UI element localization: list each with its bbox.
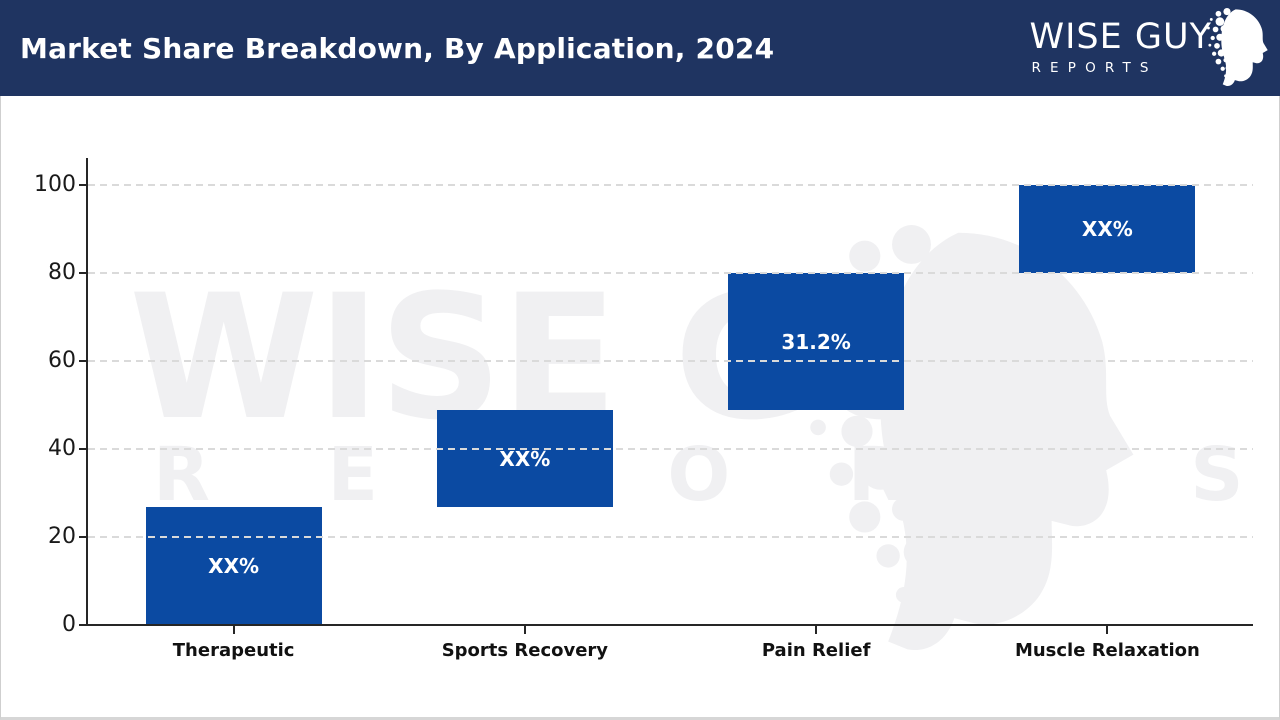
y-tick-label-40: 40 — [48, 436, 76, 461]
x-axis-line — [86, 624, 1253, 626]
x-tick-label-2: Pain Relief — [761, 640, 871, 661]
y-tick-label-60: 60 — [48, 348, 76, 373]
bar-pain-relief: 31.2% — [728, 273, 905, 411]
gridline-20 — [88, 536, 1253, 538]
x-tick-label-1: Sports Recovery — [441, 640, 609, 661]
x-tick-label-3: Muscle Relaxation — [1014, 640, 1200, 661]
bar-muscle-relaxation: XX% — [1019, 185, 1196, 273]
y-tick-mark-80 — [79, 272, 87, 274]
y-tick-mark-20 — [79, 536, 87, 538]
gridline-100 — [88, 184, 1253, 186]
gridline-80 — [88, 272, 1253, 274]
x-tick-mark-2 — [815, 626, 818, 634]
brand-tagline: REPORTS — [1031, 60, 1158, 76]
x-tick-label-0: Therapeutic — [172, 640, 295, 661]
y-tick-label-20: 20 — [48, 524, 76, 549]
bar-value-label: XX% — [499, 446, 551, 471]
bar-value-label: XX% — [1081, 217, 1133, 241]
x-tick-mark-3 — [1106, 626, 1109, 634]
bar-value-label: XX% — [208, 554, 260, 579]
bar-therapeutic: XX% — [145, 507, 322, 625]
page-title: Market Share Breakdown, By Application, … — [20, 31, 775, 65]
wiseguy-head-icon — [1207, 8, 1268, 86]
y-tick-mark-60 — [79, 360, 87, 362]
y-tick-label-0: 0 — [62, 612, 76, 637]
y-tick-label-80: 80 — [48, 260, 76, 285]
y-tick-mark-40 — [79, 448, 87, 450]
gridline-60 — [88, 360, 1253, 362]
y-tick-mark-0 — [79, 624, 87, 626]
brand-name: WISE GUY — [1029, 17, 1212, 57]
gridline-40 — [88, 448, 1253, 450]
header-bar: Market Share Breakdown, By Application, … — [0, 0, 1280, 96]
x-tick-mark-0 — [232, 626, 235, 634]
bar-value-label: 31.2% — [781, 329, 851, 354]
y-axis-line — [86, 158, 88, 626]
brand-logo-text: WISE GUY REPORTS — [1029, 17, 1212, 77]
bar-sports-recovery: XX% — [436, 410, 613, 508]
y-tick-mark-100 — [79, 184, 87, 186]
x-tick-mark-1 — [523, 626, 526, 634]
brand-logo: WISE GUY REPORTS — [1029, 8, 1270, 88]
y-tick-label-100: 100 — [34, 172, 76, 197]
